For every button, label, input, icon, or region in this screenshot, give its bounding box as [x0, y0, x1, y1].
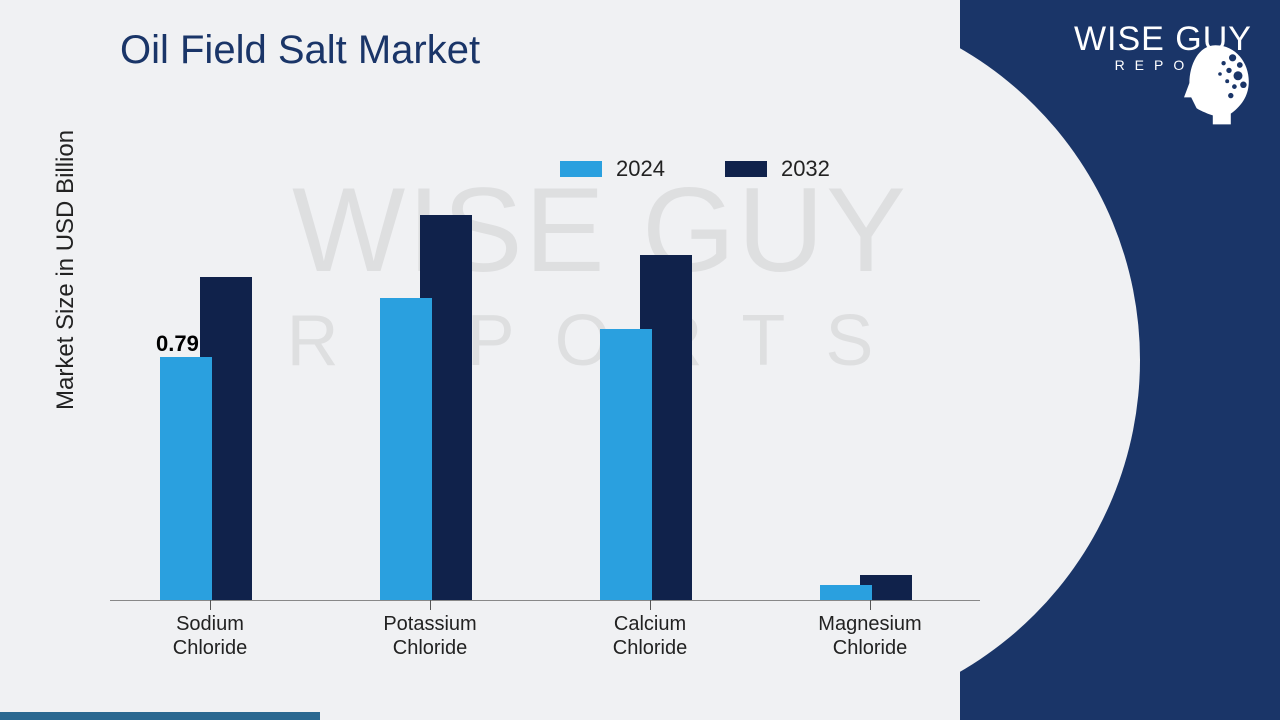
legend-label-2024: 2024 [616, 156, 665, 182]
legend-swatch-2032 [725, 161, 767, 177]
bar-2024 [380, 298, 432, 600]
x-tick [650, 600, 651, 610]
bar-group [600, 255, 692, 600]
x-tick-label: SodiumChloride [130, 612, 290, 660]
bar-value-label: 0.79 [156, 331, 199, 357]
bar-group [380, 215, 472, 600]
chart-plot-area: 0.79 [110, 200, 980, 600]
x-axis: SodiumChloride PotassiumChloride CalciumCh… [110, 600, 980, 670]
x-tick-label: CalciumChloride [570, 612, 730, 660]
bar-group [820, 575, 912, 600]
bar-2024 [820, 585, 872, 600]
legend-item-2032: 2032 [725, 156, 830, 182]
legend-label-2032: 2032 [781, 156, 830, 182]
brand-logo: WISE GUY REPORTS [1074, 20, 1252, 73]
footer-accent-bar [0, 712, 320, 720]
y-axis-label: Market Size in USD Billion [52, 130, 80, 410]
bar-2024: 0.79 [160, 357, 212, 600]
x-tick [870, 600, 871, 610]
x-tick-label: PotassiumChloride [350, 612, 510, 660]
bar-group: 0.79 [160, 277, 252, 600]
bar-2024 [600, 329, 652, 600]
chart-title: Oil Field Salt Market [120, 28, 480, 73]
legend-item-2024: 2024 [560, 156, 665, 182]
legend-swatch-2024 [560, 161, 602, 177]
x-tick-label: MagnesiumChloride [790, 612, 950, 660]
brand-head-icon [1166, 38, 1256, 128]
x-tick [210, 600, 211, 610]
x-tick [430, 600, 431, 610]
chart-legend: 2024 2032 [560, 156, 830, 182]
